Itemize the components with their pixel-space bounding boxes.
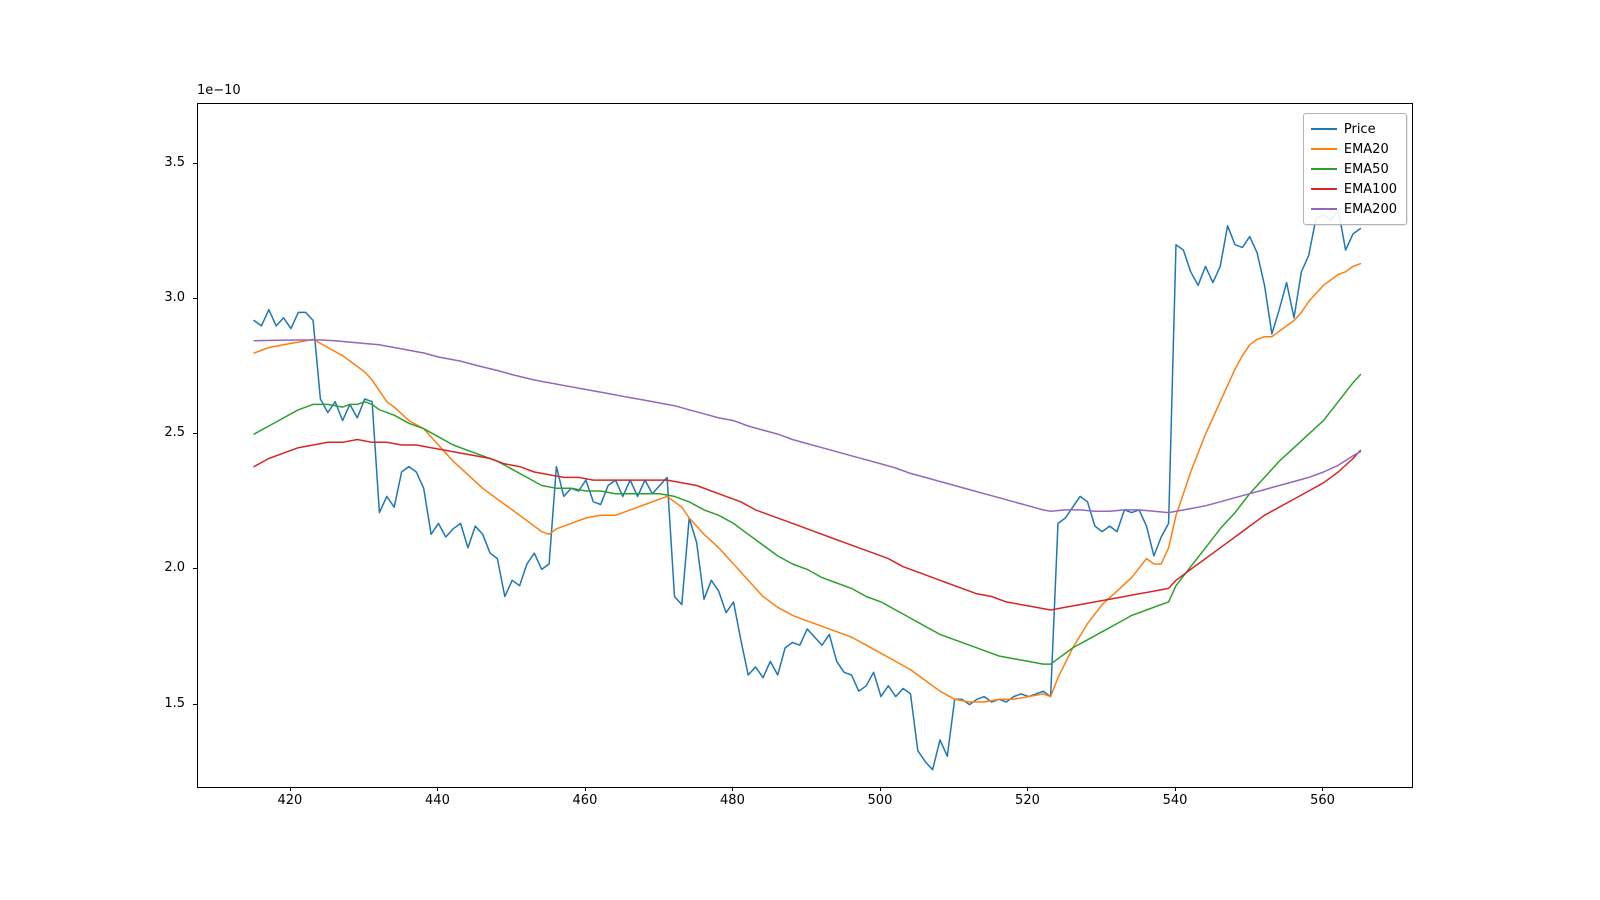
plot-area: Price EMA20 EMA50 EMA100 EMA200 — [197, 103, 1413, 788]
x-tick-mark — [289, 787, 291, 791]
x-tick-label: 540 — [1162, 793, 1188, 808]
y-tick-label: 2.5 — [164, 425, 185, 441]
legend-label: EMA20 — [1343, 141, 1389, 157]
legend-item-ema50: EMA50 — [1310, 159, 1397, 179]
y-tick-label: 1.5 — [164, 695, 185, 711]
legend-line-swatch — [1310, 148, 1337, 150]
legend-line-swatch — [1310, 128, 1337, 130]
chart-canvas — [253, 208, 1362, 771]
x-tick-label: 560 — [1310, 793, 1335, 808]
y-tick-label: 2.0 — [164, 560, 185, 576]
price-line — [253, 208, 1362, 771]
x-tick-mark — [1027, 787, 1029, 791]
ema200-line — [253, 339, 1362, 514]
legend-label: EMA100 — [1343, 181, 1397, 197]
x-tick-mark — [437, 787, 439, 791]
legend-label: EMA200 — [1343, 201, 1397, 217]
y-tick-mark — [193, 162, 197, 164]
ema50-line — [253, 373, 1362, 665]
y-tick-mark — [193, 297, 197, 299]
legend-label: EMA50 — [1343, 161, 1389, 177]
x-tick-label: 440 — [425, 793, 450, 808]
legend-line-swatch — [1310, 208, 1337, 210]
x-tick-mark — [584, 787, 586, 791]
x-tick-label: 420 — [277, 793, 303, 808]
x-tick-mark — [732, 787, 734, 791]
x-tick-label: 520 — [1015, 793, 1040, 808]
legend-item-price: Price — [1310, 119, 1397, 139]
y-tick-label: 3.0 — [164, 289, 185, 305]
x-tick-mark — [879, 787, 881, 791]
legend-label: Price — [1343, 121, 1376, 137]
x-tick-label: 460 — [572, 793, 598, 808]
x-tick-mark — [1174, 787, 1176, 791]
x-tick-label: 500 — [867, 793, 893, 808]
x-tick-label: 480 — [720, 793, 745, 808]
y-tick-label: 3.5 — [164, 154, 185, 170]
y-tick-mark — [193, 703, 197, 705]
legend-item-ema20: EMA20 — [1310, 139, 1397, 159]
x-tick-mark — [1322, 787, 1324, 791]
legend-line-swatch — [1310, 168, 1337, 170]
y-tick-mark — [193, 433, 197, 435]
legend-item-ema100: EMA100 — [1310, 179, 1397, 199]
legend: Price EMA20 EMA50 EMA100 EMA200 — [1302, 113, 1407, 225]
legend-line-swatch — [1310, 188, 1337, 190]
ema20-line — [253, 262, 1362, 703]
y-axis-offset-label: 1e−10 — [197, 83, 241, 98]
legend-item-ema200: EMA200 — [1310, 199, 1397, 219]
ema100-line — [253, 438, 1362, 611]
y-tick-mark — [193, 568, 197, 570]
